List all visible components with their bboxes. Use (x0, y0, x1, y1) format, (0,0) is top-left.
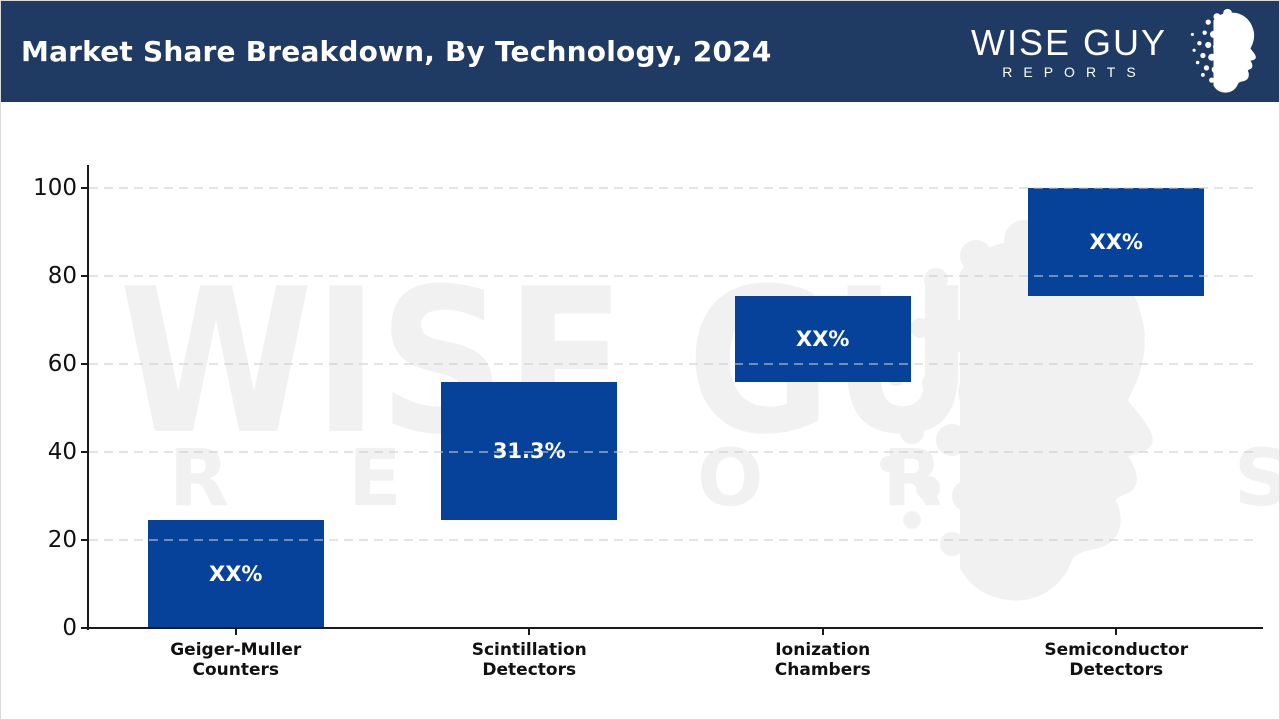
x-axis-label-line: Geiger-Muller (170, 640, 302, 660)
y-tick (81, 451, 87, 453)
x-axis-label-scintillation-detectors: Scintillation Detectors (389, 640, 669, 680)
x-axis-label-line: Detectors (1069, 660, 1164, 680)
x-axis-label-geiger-muller-counters: Geiger-Muller Counters (96, 640, 376, 680)
y-tick (81, 363, 87, 365)
x-tick (528, 629, 531, 635)
bar-geiger-muller-counters: XX% (147, 520, 324, 628)
y-axis-tick-label: 40 (47, 439, 77, 465)
x-axis-line (87, 627, 1263, 629)
y-axis-tick-label: 20 (47, 527, 77, 553)
x-axis-label-line: Detectors (482, 660, 577, 680)
x-axis-label-line: Ionization (775, 640, 871, 660)
logo-wordmark: WISE GUY (970, 22, 1167, 63)
x-tick (234, 629, 237, 635)
y-axis-tick-label: 60 (47, 351, 77, 377)
gridline-40 (89, 451, 1255, 453)
bar-ionization-chambers: XX% (734, 295, 911, 383)
x-axis-label-line: Semiconductor (1044, 640, 1189, 660)
x-axis-label-semiconductor-detectors: Semiconductor Detectors (976, 640, 1256, 680)
x-tick (821, 629, 824, 635)
gridline-100 (89, 187, 1255, 189)
y-axis-tick-label: 0 (62, 615, 77, 641)
x-axis-label-ionization-chambers: Ionization Chambers (683, 640, 963, 680)
x-axis-label-line: Scintillation (471, 640, 587, 660)
logo-face-icon (1190, 8, 1256, 93)
gridline-60 (89, 363, 1255, 365)
bar-value-label: XX% (1089, 229, 1143, 254)
x-tick (1115, 629, 1118, 635)
bar-value-label: XX% (796, 327, 850, 352)
y-tick (81, 187, 87, 189)
header: Market Share Breakdown, By Technology, 2… (1, 1, 1279, 102)
bar-semiconductor-detectors: XX% (1028, 188, 1205, 296)
logo-subtext: REPORTS (1002, 64, 1147, 80)
x-axis-label-line: Chambers (774, 660, 871, 680)
wiseguy-logo: WISE GUY REPORTS (971, 7, 1265, 97)
gridline-20 (89, 539, 1255, 541)
x-axis-label-line: Counters (192, 660, 280, 680)
gridline-80 (89, 275, 1255, 277)
y-tick (81, 539, 87, 541)
page-title: Market Share Breakdown, By Technology, 2… (21, 35, 772, 68)
y-tick (81, 627, 87, 629)
y-axis-tick-label: 100 (33, 175, 77, 201)
y-tick (81, 275, 87, 277)
y-axis-tick-label: 80 (47, 263, 77, 289)
bar-value-label: XX% (209, 562, 263, 587)
y-axis-line (87, 165, 89, 630)
